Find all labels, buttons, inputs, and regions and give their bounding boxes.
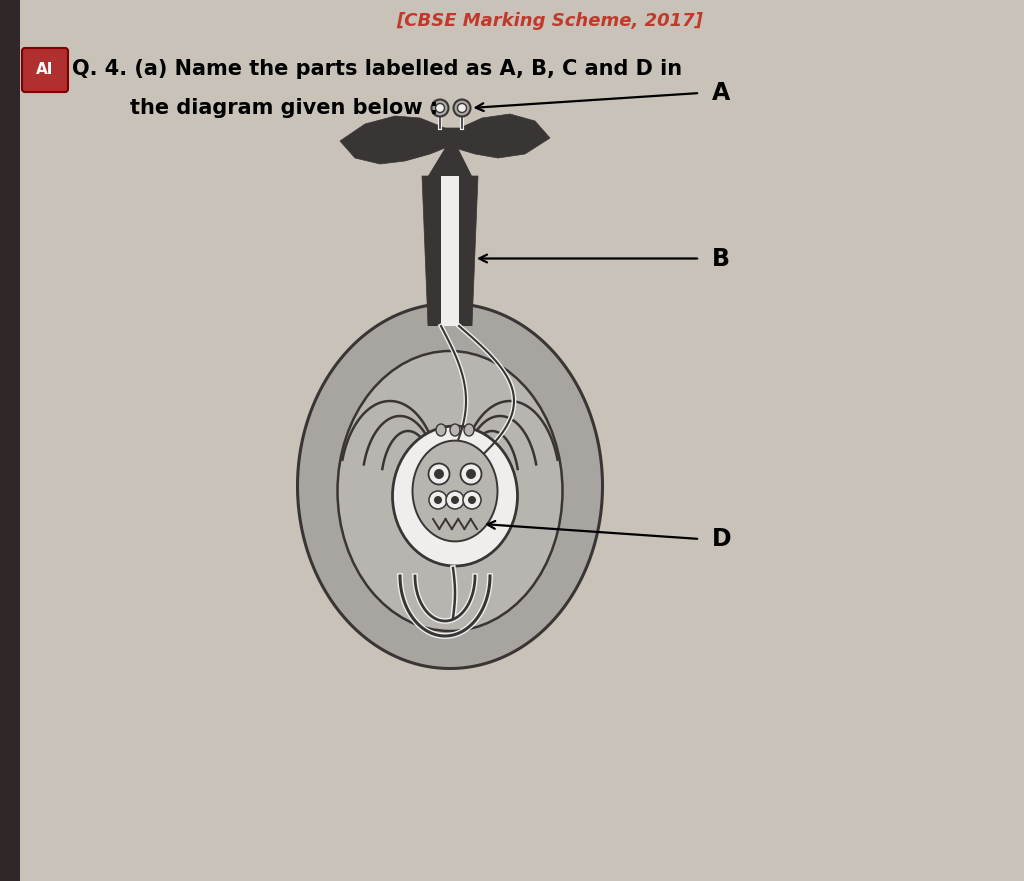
Ellipse shape xyxy=(435,103,444,113)
Text: the diagram given below :: the diagram given below : xyxy=(72,98,438,118)
Text: AI: AI xyxy=(36,63,53,78)
Text: D: D xyxy=(712,527,731,551)
Ellipse shape xyxy=(464,424,474,436)
FancyBboxPatch shape xyxy=(22,48,68,92)
Text: B: B xyxy=(712,247,730,270)
Ellipse shape xyxy=(428,463,450,485)
Ellipse shape xyxy=(466,469,476,479)
Ellipse shape xyxy=(461,463,481,485)
Bar xyxy=(0,0,20,881)
Ellipse shape xyxy=(436,424,446,436)
Ellipse shape xyxy=(446,491,464,509)
Ellipse shape xyxy=(338,351,562,631)
Ellipse shape xyxy=(454,100,470,116)
Ellipse shape xyxy=(450,424,460,436)
Ellipse shape xyxy=(429,491,447,509)
Ellipse shape xyxy=(434,496,442,504)
Polygon shape xyxy=(428,148,472,176)
Polygon shape xyxy=(422,176,478,326)
Polygon shape xyxy=(441,176,459,326)
Polygon shape xyxy=(298,304,602,669)
Ellipse shape xyxy=(413,440,498,542)
Ellipse shape xyxy=(431,100,449,116)
Polygon shape xyxy=(377,326,523,328)
Ellipse shape xyxy=(463,491,481,509)
Text: Q. 4. (a) Name the parts labelled as A, B, C and D in: Q. 4. (a) Name the parts labelled as A, … xyxy=(72,59,682,79)
Ellipse shape xyxy=(434,469,444,479)
Ellipse shape xyxy=(468,496,476,504)
Text: A: A xyxy=(712,81,730,105)
Ellipse shape xyxy=(392,426,517,566)
Polygon shape xyxy=(340,114,550,164)
Ellipse shape xyxy=(451,496,459,504)
Ellipse shape xyxy=(458,103,467,113)
Text: [CBSE Marking Scheme, 2017]: [CBSE Marking Scheme, 2017] xyxy=(396,12,703,30)
